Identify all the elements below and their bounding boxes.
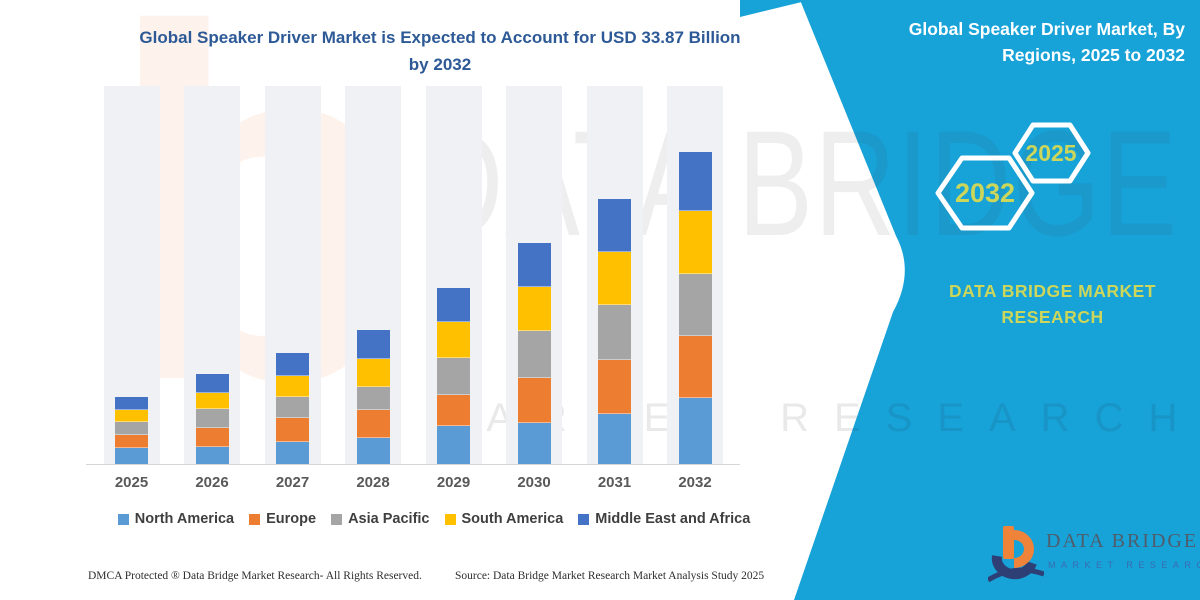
legend-swatch-middle-east-and-africa <box>578 513 590 525</box>
bar-segment-2027-europe <box>276 418 309 443</box>
bar-segment-2028-europe <box>356 410 390 439</box>
legend-item-asia-pacific: Asia Pacific <box>331 511 430 527</box>
bar-segment-2031-middle-east-and-africa <box>598 199 631 253</box>
data-bridge-logo: DATA BRIDGE MARKET RESEARCH <box>988 518 1200 593</box>
logo-name-text: DATA BRIDGE <box>1046 530 1199 552</box>
x-axis-label-2032: 2032 <box>678 474 712 491</box>
x-axis-label-2027: 2027 <box>275 474 310 491</box>
x-axis-label-2029: 2029 <box>436 474 471 491</box>
bar-segment-2025-north-america <box>115 448 148 464</box>
bar-2032 <box>678 152 712 464</box>
legend-label: South America <box>461 511 564 527</box>
legend-swatch-asia-pacific <box>331 513 343 525</box>
x-axis-label-2025: 2025 <box>114 474 149 491</box>
bar-segment-2032-south-america <box>678 211 712 275</box>
bar-segment-2029-europe <box>437 395 470 427</box>
legend-label: North America <box>134 511 235 527</box>
chart-title-line2: by 2032 <box>408 55 472 74</box>
chart-title-line1: Global Speaker Driver Market is Expected… <box>139 28 741 47</box>
bar-segment-2031-north-america <box>598 414 631 464</box>
bar-segment-2027-south-america <box>276 376 309 398</box>
bar-segment-2027-middle-east-and-africa <box>276 353 309 377</box>
bar-2028 <box>356 330 390 464</box>
bar-segment-2025-middle-east-and-africa <box>115 397 148 411</box>
bar-segment-2028-south-america <box>356 359 390 388</box>
bar-segment-2026-middle-east-and-africa <box>195 374 229 394</box>
brand-line1: DATA BRIDGE MARKET <box>949 281 1156 301</box>
legend-swatch-north-america <box>117 513 129 525</box>
hexagon-2032 <box>935 155 1035 231</box>
x-axis-label-2026: 2026 <box>195 474 229 491</box>
chart-legend: North America Europe Asia Pacific South Ame… <box>78 511 790 527</box>
bar-segment-2031-south-america <box>598 252 631 306</box>
year-hexagons-graphic: 2032 2025 <box>935 122 1091 231</box>
hexagon-2032-label: 2032 <box>955 178 1015 208</box>
bar-segment-2028-asia-pacific <box>356 387 390 411</box>
bar-segment-2031-europe <box>598 360 631 415</box>
bar-segment-2025-asia-pacific <box>115 422 148 436</box>
bar-segment-2032-middle-east-and-africa <box>678 152 712 212</box>
source-text: Source: Data Bridge Market Research Mark… <box>455 570 765 582</box>
bar-segment-2025-europe <box>115 435 148 448</box>
legend-swatch-south-america <box>444 513 456 525</box>
legend-item-middle-east-and-africa: Middle East and Africa <box>578 511 750 527</box>
bar-segment-2029-north-america <box>437 426 470 464</box>
bar-segment-2032-asia-pacific <box>678 274 712 337</box>
bar-segment-2030-asia-pacific <box>517 331 551 379</box>
bar-segment-2029-middle-east-and-africa <box>437 288 470 323</box>
bar-2029 <box>437 288 470 464</box>
x-axis-label-2031: 2031 <box>597 474 632 491</box>
bar-segment-2028-middle-east-and-africa <box>356 330 390 360</box>
bar-2025 <box>115 397 148 464</box>
panel-title-line2: Regions, 2025 to 2032 <box>1002 45 1185 65</box>
bar-segment-2030-middle-east-and-africa <box>517 243 551 288</box>
bar-2030 <box>517 243 551 464</box>
panel-title-line1: Global Speaker Driver Market, By <box>908 19 1185 39</box>
bar-segment-2026-north-america <box>195 446 229 464</box>
bar-segment-2030-south-america <box>517 287 551 332</box>
logo-subtitle-text: MARKET RESEARCH <box>1048 560 1200 570</box>
bar-segment-2027-north-america <box>276 442 309 464</box>
brand-name-text: DATA BRIDGE MARKET RESEARCH <box>910 278 1195 330</box>
x-axis-line <box>86 464 740 465</box>
panel-title: Global Speaker Driver Market, By Regions… <box>875 16 1185 68</box>
bar-2031 <box>598 199 631 464</box>
legend-label: Europe <box>266 511 317 527</box>
legend-item-europe: Europe <box>249 511 316 527</box>
legend-swatch-europe <box>249 513 261 525</box>
bar-segment-2027-asia-pacific <box>276 397 309 419</box>
bar-segment-2026-south-america <box>195 393 229 410</box>
bar-segment-2032-europe <box>678 336 712 399</box>
legend-item-north-america: North America <box>117 511 235 527</box>
bar-segment-2031-asia-pacific <box>598 305 631 361</box>
stacked-bar-chart <box>88 86 740 464</box>
bar-segment-2030-north-america <box>517 423 551 464</box>
logo-b-glyph <box>988 526 1044 583</box>
bar-segment-2029-south-america <box>437 322 470 359</box>
bar-2026 <box>195 374 229 464</box>
bar-segment-2028-north-america <box>356 438 390 464</box>
bar-segment-2032-north-america <box>678 398 712 464</box>
bar-segment-2029-asia-pacific <box>437 358 470 396</box>
chart-title: Global Speaker Driver Market is Expected… <box>95 24 785 78</box>
bar-2027 <box>276 353 309 464</box>
dmca-copyright-text: DMCA Protected ® Data Bridge Market Rese… <box>88 570 422 582</box>
hexagon-2025-label: 2025 <box>1025 140 1076 166</box>
bar-segment-2026-asia-pacific <box>195 409 229 429</box>
brand-line2: RESEARCH <box>1001 307 1104 327</box>
legend-item-south-america: South America <box>444 511 564 527</box>
bar-segment-2025-south-america <box>115 410 148 423</box>
x-axis-label-2030: 2030 <box>517 474 551 491</box>
x-axis-label-2028: 2028 <box>356 474 390 491</box>
legend-label: Asia Pacific <box>348 511 430 527</box>
bar-segment-2030-europe <box>517 378 551 424</box>
legend-label: Middle East and Africa <box>595 511 751 527</box>
hexagon-2025 <box>1012 122 1091 184</box>
bar-segment-2026-europe <box>195 428 229 447</box>
